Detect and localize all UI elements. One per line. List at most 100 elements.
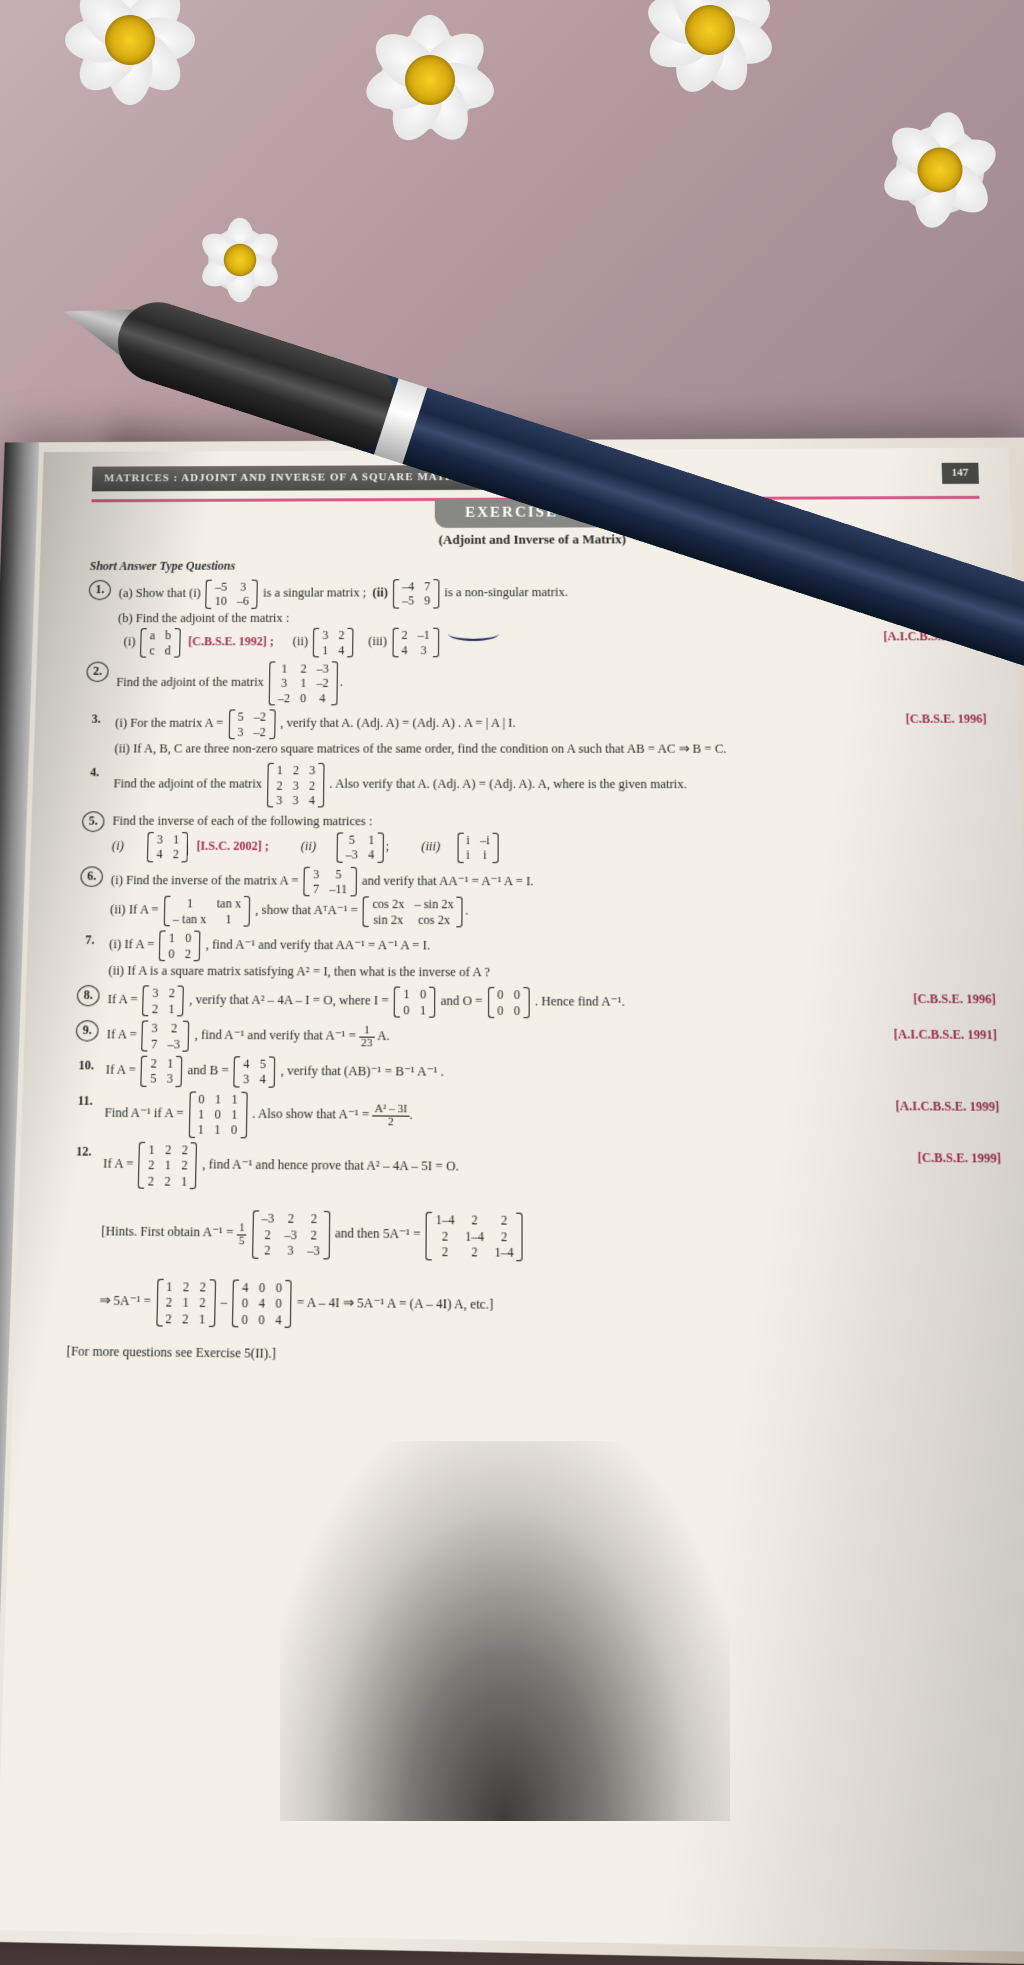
denominator: 2 [372, 1116, 409, 1128]
text: (iii) [368, 634, 387, 648]
matrix: 1tan x– tan x1 [163, 896, 250, 927]
question-4: 4. Find the adjoint of the matrix 123232… [83, 763, 990, 809]
question-3: 3. (i) For the matrix A = 5–23–2 , verif… [84, 709, 988, 759]
matrix: 51–34 [336, 832, 383, 862]
matrix: 123232334 [267, 763, 325, 808]
text: and O = [441, 994, 483, 1009]
text: (ii) [293, 634, 309, 648]
matrix: 3142 [147, 832, 188, 862]
question-12: 12. If A = 122212221 , find A⁻¹ and henc… [67, 1141, 1006, 1335]
denominator: 23 [359, 1038, 375, 1050]
matrix: abcd [140, 628, 180, 657]
text: If A = [103, 1156, 134, 1171]
matrix: 357–11 [304, 866, 357, 896]
matrix: cos 2x– sin 2xsin 2xcos 2x [363, 897, 463, 928]
question-number: 5. [82, 812, 105, 833]
question-body: If A = 3221 , verify that A² – 4A – I = … [107, 986, 996, 1021]
flower-decoration [877, 107, 1003, 233]
text: (i) For the matrix A = [115, 716, 224, 730]
question-number: 4. [83, 763, 106, 782]
question-9: 9. If A = 327–3 , find A⁻¹ and verify th… [75, 1020, 997, 1056]
question-body: Find A⁻¹ if A = 011101110 . Also show th… [104, 1091, 1001, 1144]
text: , verify that A² – 4A – I = O, where I = [189, 993, 389, 1009]
matrix: 4534 [234, 1056, 276, 1087]
book-page: MATRICES : ADJOINT AND INVERSE OF A SQUA… [0, 448, 1024, 1953]
fraction: 15 [236, 1222, 246, 1247]
matrix: 3221 [142, 986, 184, 1017]
text: (ii) [372, 586, 387, 600]
question-5: 5. Find the inverse of each of the follo… [81, 812, 991, 864]
hint-text: [Hints. First obtain A⁻¹ = [101, 1224, 234, 1241]
text: If A = [107, 992, 137, 1007]
question-number: 3. [85, 710, 108, 729]
question-number: 10. [75, 1055, 98, 1075]
question-body: (i) If A = 1002 , find A⁻¹ and verify th… [108, 930, 995, 985]
pen-underline [448, 627, 499, 641]
text: is a singular matrix ; [263, 586, 366, 600]
textbook: MATRICES : ADJOINT AND INVERSE OF A SQUA… [0, 437, 1024, 1965]
question-body: If A = 122212221 , find A⁻¹ and hence pr… [99, 1142, 1007, 1336]
hint-text: and then 5A⁻¹ = [335, 1226, 421, 1242]
question-number: 7. [78, 930, 101, 950]
text: A. [377, 1029, 390, 1044]
question-body: Find the inverse of each of the followin… [111, 812, 991, 864]
text: and B = [188, 1063, 229, 1078]
flower-decoration [640, 0, 780, 100]
question-10: 10. If A = 2153 and B = 4534 , verify th… [74, 1055, 998, 1092]
text: (i) [123, 635, 135, 649]
matrix: 327–3 [142, 1021, 190, 1052]
matrix: 1–42221–42221–4 [426, 1212, 523, 1261]
question-number: 6. [80, 866, 103, 887]
question-number: 11. [74, 1090, 97, 1110]
text: , find A⁻¹ and hence prove that A² – 4A … [202, 1157, 459, 1174]
flower-decoration [60, 0, 200, 110]
matrix: 400040004 [232, 1279, 292, 1327]
matrix: 0000 [488, 987, 530, 1018]
fraction: A² – 3I2 [372, 1103, 409, 1128]
text: , find A⁻¹ and verify that AA⁻¹ = A⁻¹ A … [206, 937, 431, 953]
text: (ii) If A = [110, 903, 159, 918]
text: (ii) If A, B, C are three non-zero squar… [114, 741, 726, 756]
text: (i) If A = [109, 937, 155, 952]
hint-text: – [220, 1294, 230, 1310]
reference: [I.S.C. 2002] ; [196, 839, 269, 854]
text: Find the adjoint of the matrix : [136, 611, 290, 625]
matrix: i–iii [457, 833, 499, 863]
text: Find A⁻¹ if A = [104, 1105, 183, 1121]
page-number: 147 [941, 463, 979, 484]
matrix: 1002 [159, 931, 201, 962]
numerator: 1 [237, 1222, 247, 1235]
reference: [C.B.S.E. 1996] [905, 709, 987, 728]
denominator: 5 [236, 1235, 246, 1247]
question-number: 8. [77, 985, 100, 1006]
question-body: If A = 327–3 , find A⁻¹ and verify that … [106, 1020, 997, 1056]
text: . Also verify that A. (Adj. A) = (Adj. A… [329, 777, 687, 792]
question-number: 2. [86, 662, 109, 682]
text: If A = [106, 1027, 136, 1042]
text: (ii) [300, 837, 331, 857]
reference: [C.B.S.E. 1999] [917, 1147, 1001, 1168]
text: . Hence find A⁻¹. [535, 994, 625, 1009]
text: Find the adjoint of the matrix [113, 777, 262, 792]
text: (i) Find the inverse of the matrix A = [111, 873, 299, 888]
question-body: If A = 2153 and B = 4534 , verify that (… [105, 1055, 999, 1092]
matrix: 122212221 [138, 1142, 197, 1189]
fraction: 123 [359, 1025, 375, 1050]
matrix: 2153 [141, 1056, 183, 1087]
question-body: (i) Find the inverse of the matrix A = 3… [110, 866, 994, 929]
text: , verify that A. (Adj. A) = (Adj. A) . A… [280, 716, 516, 730]
text: is a non-singular matrix. [444, 585, 567, 599]
text: Show that (i) [135, 586, 200, 600]
matrix: 011101110 [188, 1091, 247, 1138]
reference: [A.I.C.B.S.E. 1991] [893, 1025, 997, 1046]
matrix: 5–23–2 [228, 710, 275, 740]
text: (i) [112, 836, 143, 856]
matrix: 12–331–2–204 [269, 661, 338, 705]
matrix: 1001 [394, 987, 436, 1018]
question-2: 2. Find the adjoint of the matrix 12–331… [86, 661, 987, 706]
text: If A = [106, 1062, 137, 1077]
text: and verify that AA⁻¹ = A⁻¹ A = I. [362, 873, 534, 888]
text: Find the adjoint of the matrix [116, 675, 264, 689]
text: (ii) If A is a square matrix satisfying … [108, 963, 490, 980]
question-number: 12. [72, 1141, 95, 1161]
